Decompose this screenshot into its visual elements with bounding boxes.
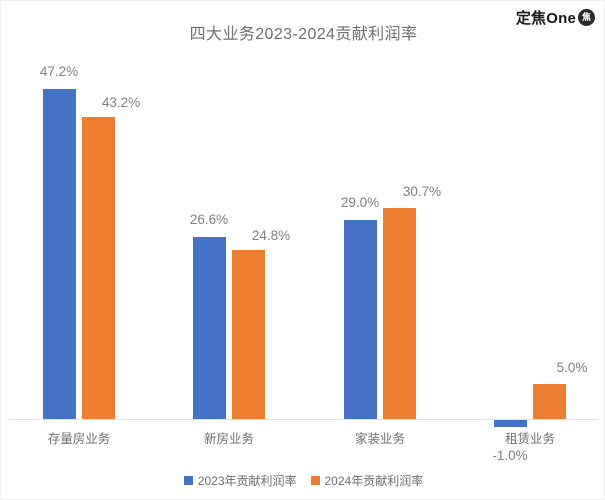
bar-label-2023-cunliangfang: 47.2%	[39, 64, 79, 79]
bar-2023-jiazhuang	[344, 220, 377, 419]
bar-label-2024-zulin: 5.0%	[556, 360, 588, 375]
bar-label-2023-xinfang: 26.6%	[189, 212, 229, 227]
legend-label-2024: 2024年贡献利润率	[324, 474, 424, 488]
legend-swatch-2024-icon	[310, 476, 320, 485]
category-label-cunliangfang: 存量房业务	[47, 432, 111, 446]
bar-2024-jiazhuang	[383, 208, 416, 419]
bar-label-2024-jiazhuang: 30.7%	[402, 184, 442, 199]
bar-2023-zulin	[494, 420, 527, 427]
bar-label-2024-cunliangfang: 43.2%	[101, 95, 141, 110]
bar-2023-cunliangfang	[43, 89, 76, 419]
bar-2024-cunliangfang	[82, 117, 115, 419]
bar-2024-zulin	[533, 384, 566, 419]
page-title: 四大业务2023-2024贡献利润率	[189, 26, 418, 43]
brand-logo: 定焦One 焦	[516, 7, 595, 28]
brand-name: 定焦One	[515, 10, 576, 27]
bar-2024-xinfang	[232, 250, 265, 419]
bar-label-2024-xinfang: 24.8%	[251, 228, 291, 243]
legend-item-2024[interactable]: 2024年贡献利润率	[310, 472, 424, 489]
legend-item-2023[interactable]: 2023年贡献利润率	[183, 472, 297, 489]
legend-label-2023: 2023年贡献利润率	[197, 474, 297, 488]
category-label-zulin: 租赁业务	[504, 432, 555, 446]
category-label-xinfang: 新房业务	[203, 432, 254, 446]
chart-legend: 2023年贡献利润率 2024年贡献利润率	[1, 472, 604, 489]
legend-swatch-2023-icon	[183, 476, 193, 485]
bar-label-2023-jiazhuang: 29.0%	[340, 195, 380, 210]
bar-label-2023-zulin: -1.0%	[492, 448, 528, 463]
brand-mark-icon: 焦	[578, 9, 595, 26]
bar-2023-xinfang	[193, 237, 226, 419]
zero-axis-line	[9, 419, 598, 420]
category-label-jiazhuang: 家装业务	[354, 432, 405, 446]
